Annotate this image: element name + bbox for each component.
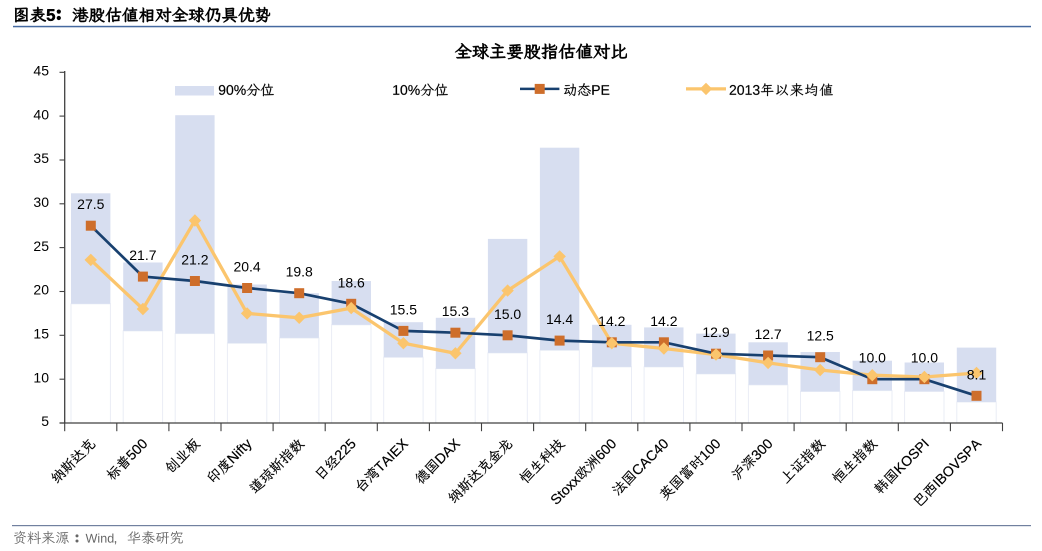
svg-text:14.2: 14.2 bbox=[650, 313, 677, 329]
svg-text:14.2: 14.2 bbox=[598, 313, 625, 329]
svg-text:20.4: 20.4 bbox=[233, 259, 260, 275]
svg-text:10: 10 bbox=[33, 369, 49, 385]
svg-text:27.5: 27.5 bbox=[77, 196, 104, 212]
svg-text:19.8: 19.8 bbox=[286, 264, 313, 280]
svg-text:12.5: 12.5 bbox=[807, 328, 834, 344]
svg-text:21.7: 21.7 bbox=[129, 247, 156, 263]
svg-text:35: 35 bbox=[33, 150, 49, 166]
svg-text:30: 30 bbox=[33, 194, 49, 210]
svg-text:25: 25 bbox=[33, 238, 49, 254]
svg-text:18.6: 18.6 bbox=[338, 274, 365, 290]
svg-text:8.1: 8.1 bbox=[967, 366, 987, 382]
svg-text:21.2: 21.2 bbox=[181, 252, 208, 268]
svg-text:45: 45 bbox=[33, 63, 49, 79]
svg-text:10.0: 10.0 bbox=[911, 350, 938, 366]
svg-text:5: 5 bbox=[41, 413, 49, 429]
svg-text:15.5: 15.5 bbox=[390, 301, 417, 317]
svg-text:20: 20 bbox=[33, 282, 49, 298]
svg-text:10.0: 10.0 bbox=[859, 350, 886, 366]
svg-text:15: 15 bbox=[33, 326, 49, 342]
svg-text:14.4: 14.4 bbox=[546, 311, 573, 327]
svg-text:15.3: 15.3 bbox=[442, 303, 469, 319]
svg-text:15.0: 15.0 bbox=[494, 306, 521, 322]
svg-text:12.9: 12.9 bbox=[702, 324, 729, 340]
svg-text:12.7: 12.7 bbox=[754, 326, 781, 342]
svg-text:40: 40 bbox=[33, 106, 49, 122]
